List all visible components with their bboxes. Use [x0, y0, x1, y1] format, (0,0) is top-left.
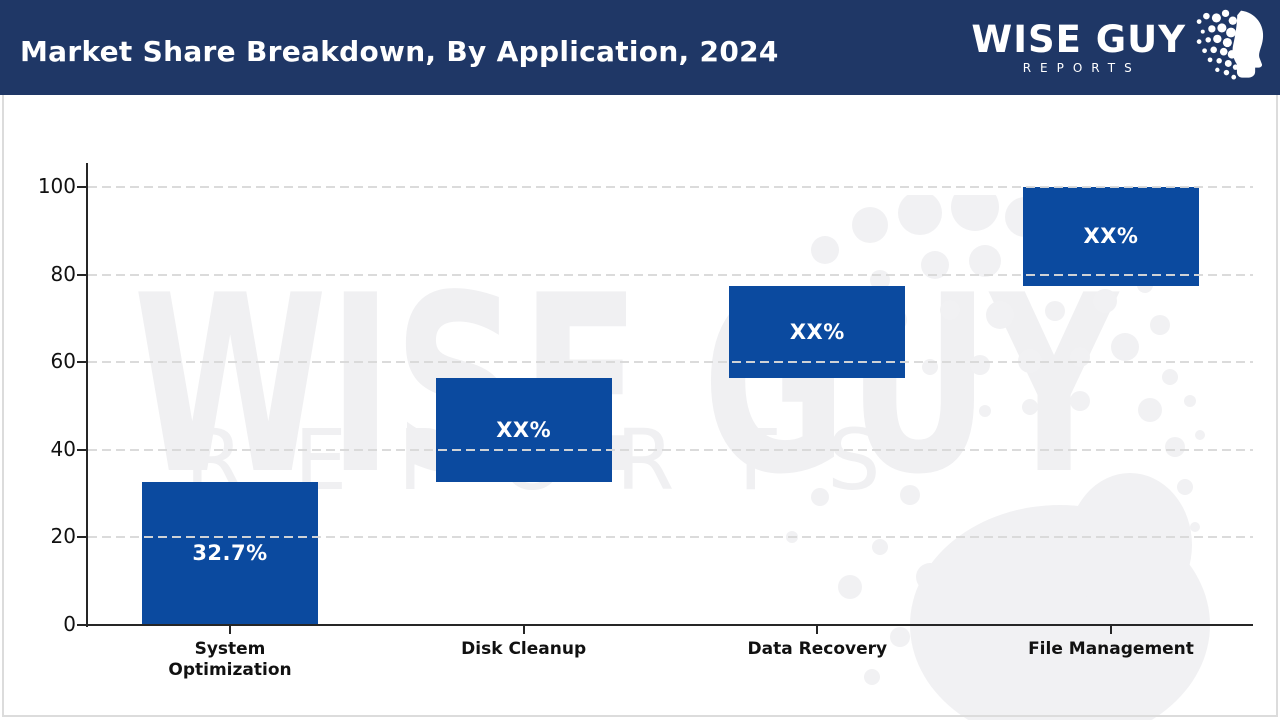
x-tick-label: System Optimization: [115, 639, 345, 682]
bar-value-label: 32.7%: [192, 541, 268, 566]
grid-line: [88, 448, 1253, 451]
brand-logo: WISE GUY REPORTS: [971, 6, 1272, 90]
x-tick-label-line: Optimization: [168, 660, 292, 681]
y-axis-tick: [77, 624, 88, 626]
y-axis-tick: [77, 536, 88, 539]
y-axis-tick: [77, 448, 88, 451]
y-axis-tick: [77, 273, 88, 276]
x-tick-label-line: System: [194, 639, 266, 659]
y-tick-label: 20: [50, 524, 76, 549]
y-tick-label: 80: [50, 261, 76, 286]
bar-value-label: XX%: [789, 319, 845, 344]
brand-name: WISE GUY: [971, 18, 1186, 61]
x-tick-label: Disk Cleanup: [409, 639, 639, 660]
y-tick-label: 60: [50, 349, 76, 374]
y-tick-label: 40: [50, 436, 76, 461]
chart-title: Market Share Breakdown, By Application, …: [20, 35, 779, 68]
x-axis-tick: [229, 625, 231, 634]
grid-line: [88, 536, 1253, 539]
bar-segment: 32.7%: [142, 481, 318, 625]
x-axis-tick: [1110, 625, 1112, 634]
brand-logo-text: WISE GUY REPORTS: [971, 21, 1186, 75]
x-axis-tick: [816, 625, 819, 634]
brand-face-icon: [1196, 9, 1264, 80]
grid-line: [88, 273, 1253, 276]
y-axis-tick: [77, 361, 88, 364]
y-tick-label: 0: [63, 612, 76, 636]
x-tick-label-line: Data Recovery: [747, 639, 888, 659]
bar-segment: XX%: [435, 377, 612, 482]
bar-segment: XX%: [1023, 187, 1199, 286]
grid-line: [88, 186, 1253, 188]
x-axis-line: [88, 624, 1253, 626]
x-tick-label-line: File Management: [1028, 639, 1194, 659]
x-tick-label: File Management: [996, 639, 1226, 660]
x-tick-label-line: Disk Cleanup: [461, 639, 587, 659]
y-axis-spine: [86, 163, 88, 627]
y-tick-label: 100: [37, 174, 76, 198]
x-tick-label: Data Recovery: [702, 639, 932, 660]
x-axis-tick: [522, 625, 525, 634]
bar-value-label: XX%: [1083, 224, 1139, 249]
brand-subname: REPORTS: [1022, 61, 1141, 75]
header-bar: Market Share Breakdown, By Application, …: [0, 0, 1280, 95]
bar-value-label: XX%: [496, 417, 552, 442]
y-axis-tick: [77, 186, 88, 188]
bar-segment: XX%: [729, 285, 906, 378]
grid-line: [88, 361, 1253, 364]
